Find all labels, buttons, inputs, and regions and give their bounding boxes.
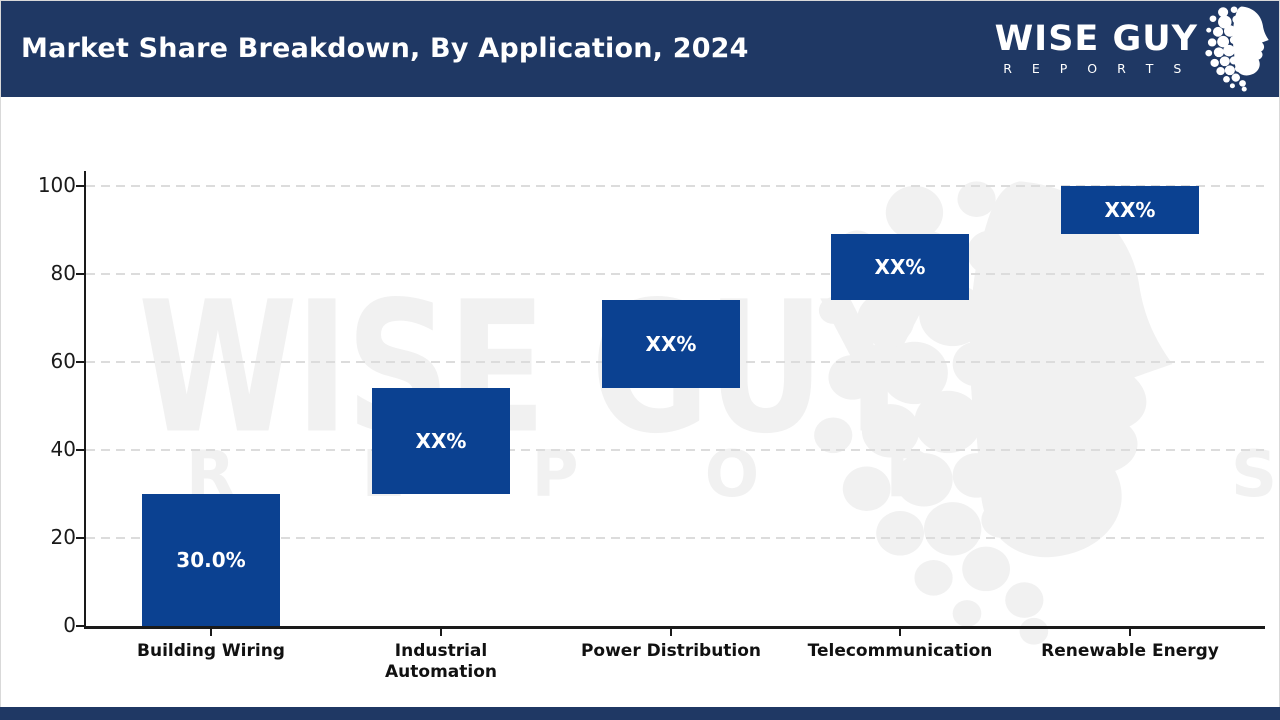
bar-value-label: XX% — [645, 332, 697, 357]
bar-building-wiring: 30.0% — [142, 494, 280, 626]
gridline-80 — [86, 273, 1264, 275]
bar-value-label: XX% — [874, 255, 926, 280]
y-axis-tick — [76, 537, 84, 539]
x-axis-category-label: Industrial Automation — [385, 641, 497, 682]
x-axis-category-label: Power Distribution — [580, 641, 762, 661]
y-axis-tick — [76, 625, 84, 627]
y-axis-tick — [76, 185, 84, 187]
footer-bar — [0, 707, 1280, 720]
x-axis-tick — [210, 629, 212, 636]
x-axis-category-label: Renewable Energy — [1041, 641, 1219, 661]
y-axis-tick-label: 100 — [37, 173, 76, 197]
y-axis-tick — [76, 273, 84, 275]
gridline-20 — [86, 537, 1264, 539]
bar-value-label: XX% — [415, 429, 467, 454]
bar-renewable-energy: XX% — [1061, 186, 1199, 235]
y-axis-tick-label: 60 — [50, 349, 76, 373]
x-axis-tick — [1129, 629, 1131, 636]
y-axis-tick — [76, 449, 84, 451]
x-axis-tick — [670, 629, 672, 636]
brand-logo: WISE GUY R E P O R T S — [995, 0, 1198, 97]
brand-head-icon — [1205, 6, 1269, 92]
bar-value-label: XX% — [1104, 198, 1156, 223]
chart-title: Market Share Breakdown, By Application, … — [21, 33, 749, 64]
y-axis-tick-label: 0 — [63, 613, 76, 637]
y-axis-tick-label: 20 — [50, 525, 76, 549]
bar-industrial-automation: XX% — [372, 388, 510, 494]
x-axis-category-label: Building Wiring — [137, 641, 285, 661]
brand-logo-subtext: R E P O R T S — [1003, 60, 1190, 76]
x-axis-tick — [440, 629, 442, 636]
y-axis-line — [84, 171, 86, 629]
x-axis-tick — [899, 629, 901, 636]
y-axis-tick-label: 80 — [50, 261, 76, 285]
x-axis-category-label: Telecommunication — [807, 641, 993, 661]
bar-power-distribution: XX% — [602, 300, 740, 389]
header-bar: Market Share Breakdown, By Application, … — [0, 0, 1280, 97]
bar-telecommunication: XX% — [831, 234, 969, 301]
bar-value-label: 30.0% — [176, 548, 246, 572]
gridline-100 — [86, 185, 1264, 187]
brand-logo-name: WISE GUY — [994, 18, 1198, 59]
x-axis-line — [84, 626, 1265, 629]
y-axis-tick — [76, 361, 84, 363]
watermark-logo-text: WISE GUY — [138, 263, 927, 475]
gridline-40 — [86, 449, 1264, 451]
y-axis-tick-label: 40 — [50, 437, 76, 461]
